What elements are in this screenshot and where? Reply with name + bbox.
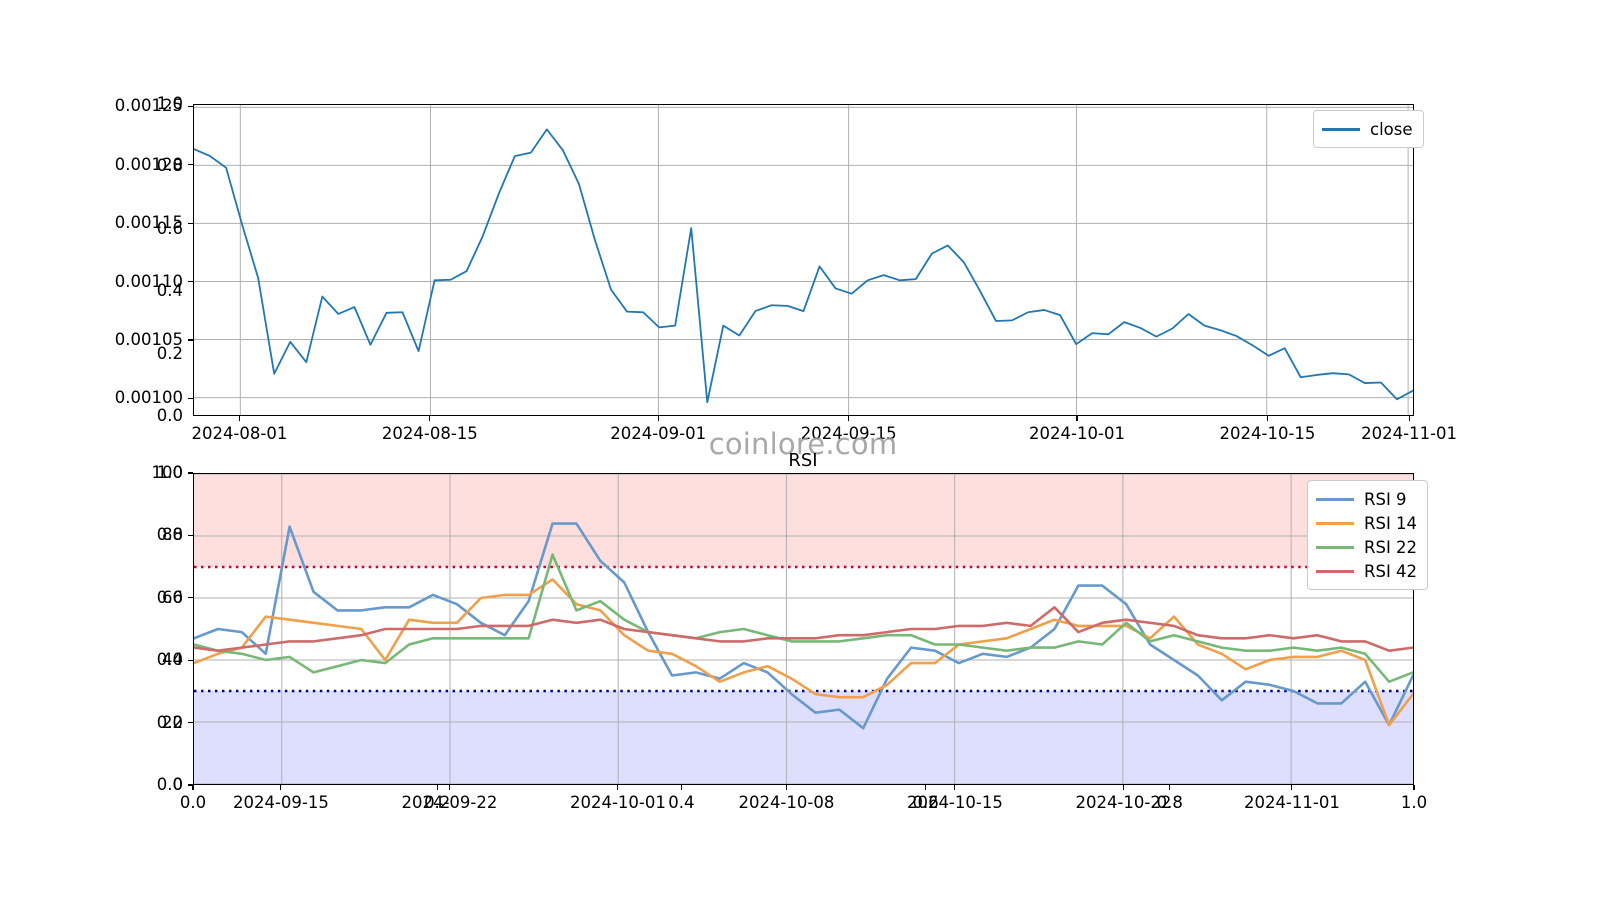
rsi-x-tick-norm-label: 1.0 bbox=[1400, 793, 1428, 812]
rsi-y-tick-norm-label: 0.8 bbox=[156, 525, 183, 545]
price-x-tick-label: 2024-11-01 bbox=[1361, 424, 1458, 443]
price-x-tick-mark bbox=[1266, 416, 1269, 421]
rsi-y-tick-label: 80 bbox=[162, 525, 183, 545]
legend-item-label: RSI 9 bbox=[1364, 489, 1407, 509]
legend-line-icon bbox=[1316, 521, 1354, 525]
rsi-x-tick-norm-mark bbox=[925, 785, 927, 790]
legend-item-rsi-9[interactable]: RSI 9 bbox=[1316, 487, 1417, 511]
legend-item-label: RSI 42 bbox=[1364, 561, 1418, 581]
price-x-tick-mark bbox=[238, 416, 240, 421]
price-x-tick-mark bbox=[1076, 416, 1078, 421]
legend-item-label: close bbox=[1370, 119, 1413, 139]
price-x-tick-mark bbox=[657, 416, 659, 421]
rsi-y-tick-label: 20 bbox=[162, 712, 183, 732]
rsi-x-tick-label: 2024-10-08 bbox=[738, 793, 835, 812]
rsi-x-tick-mark bbox=[448, 785, 450, 790]
rsi-y-tick-norm-label: 0.6 bbox=[156, 587, 183, 607]
rsi-x-tick-norm-mark bbox=[192, 785, 194, 790]
rsi-y-tick-mark bbox=[188, 659, 193, 661]
rsi-y-tick-norm-label: 0.4 bbox=[156, 649, 183, 669]
price-y-tick-mark bbox=[188, 339, 193, 341]
rsi-y-tick-mark bbox=[188, 534, 193, 536]
rsi-x-tick-norm-label: 0.6 bbox=[912, 793, 939, 812]
legend-line-icon bbox=[1316, 545, 1354, 549]
rsi-x-tick-norm-mark bbox=[680, 785, 682, 790]
price-x-tick-label: 2024-09-15 bbox=[800, 424, 897, 443]
rsi-y-tick-mark bbox=[188, 472, 193, 474]
rsi-x-tick-norm-label: 0.2 bbox=[424, 793, 451, 812]
price-y-tick-norm-label: 0.2 bbox=[156, 343, 183, 363]
rsi-x-tick-label: 2024-09-22 bbox=[401, 793, 498, 812]
rsi-x-tick-mark bbox=[785, 785, 787, 790]
rsi-y-tick-label: 0 bbox=[172, 774, 184, 794]
rsi-x-tick-mark bbox=[954, 785, 956, 790]
legend-item-rsi-22[interactable]: RSI 22 bbox=[1316, 535, 1417, 559]
rsi-x-tick-norm-label: 0.4 bbox=[668, 793, 695, 812]
price-x-tick-mark bbox=[429, 416, 431, 421]
price-y-tick-norm-label: 1.0 bbox=[156, 93, 183, 113]
price-x-tick-label: 2024-09-01 bbox=[610, 424, 707, 443]
rsi-x-tick-label: 2024-11-01 bbox=[1243, 793, 1340, 812]
price-y-tick-norm-label: 0.8 bbox=[156, 156, 183, 176]
rsi-y-tick-norm-label: 1.0 bbox=[156, 462, 183, 482]
legend-item-label: RSI 14 bbox=[1364, 513, 1418, 533]
price-chart-svg bbox=[194, 105, 1413, 415]
rsi-x-tick-mark bbox=[280, 785, 282, 790]
rsi-y-tick-mark bbox=[188, 597, 193, 599]
rsi-x-tick-mark bbox=[1291, 785, 1293, 790]
price-y-tick-mark bbox=[188, 222, 193, 224]
rsi-x-tick-label: 2024-10-22 bbox=[1075, 793, 1172, 812]
rsi-x-tick-norm-label: 0.0 bbox=[179, 793, 207, 812]
rsi-x-tick-label: 2024-10-01 bbox=[569, 793, 666, 812]
price-y-tick-norm-label: 0.0 bbox=[156, 405, 183, 425]
rsi-chart-title: RSI bbox=[788, 450, 818, 471]
rsi-x-tick-label: 2024-09-15 bbox=[232, 793, 329, 812]
price-y-tick-mark bbox=[188, 105, 193, 107]
rsi-x-tick-norm-mark bbox=[1169, 785, 1171, 790]
rsi-y-tick-mark bbox=[188, 722, 193, 724]
price-x-tick-label: 2024-08-15 bbox=[381, 424, 478, 443]
rsi-y-tick-mark bbox=[188, 784, 193, 786]
price-y-tick-label: 0.00115 bbox=[114, 212, 183, 232]
legend-line-icon bbox=[1316, 569, 1354, 573]
price-x-tick-label: 2024-10-01 bbox=[1029, 424, 1125, 443]
price-y-tick-norm-label: 0.6 bbox=[156, 218, 183, 238]
price-x-tick-mark bbox=[848, 416, 850, 421]
price-y-tick-label: 0.00105 bbox=[114, 329, 183, 349]
legend-line-icon bbox=[1316, 497, 1354, 501]
rsi-x-tick-norm-mark bbox=[436, 785, 438, 790]
rsi-y-tick-norm-label: 0.0 bbox=[156, 774, 183, 794]
price-x-tick-mark bbox=[1408, 416, 1410, 421]
legend-item-label: RSI 22 bbox=[1364, 537, 1418, 557]
price-y-tick-norm-label: 0.4 bbox=[156, 280, 183, 300]
rsi-y-tick-norm-label: 0.2 bbox=[156, 712, 183, 732]
price-y-tick-mark bbox=[188, 164, 193, 166]
price-y-tick-label: 0.00110 bbox=[114, 271, 183, 291]
rsi-x-tick-norm-label: 0.8 bbox=[1156, 793, 1183, 812]
price-y-tick-mark bbox=[188, 397, 193, 400]
price-y-tick-label: 0.00120 bbox=[114, 154, 183, 174]
rsi-x-tick-mark bbox=[617, 785, 619, 790]
price-y-tick-mark bbox=[188, 281, 193, 283]
rsi-x-tick-mark bbox=[1122, 785, 1124, 790]
rsi-x-tick-label: 2024-10-15 bbox=[906, 793, 1003, 812]
legend-item-rsi-42[interactable]: RSI 42 bbox=[1316, 559, 1417, 583]
rsi-chart-svg bbox=[194, 474, 1413, 784]
legend-line-icon bbox=[1322, 127, 1360, 131]
price-y-tick-label: 0.00100 bbox=[114, 388, 183, 408]
rsi-y-tick-label: 40 bbox=[162, 649, 183, 669]
rsi-chart-legend[interactable]: RSI 9 RSI 14 RSI 22 RSI 42 bbox=[1307, 480, 1429, 590]
price-chart-plot-area bbox=[193, 104, 1414, 416]
rsi-y-tick-label: 100 bbox=[151, 462, 184, 482]
price-x-tick-label: 2024-08-01 bbox=[191, 424, 288, 443]
rsi-chart-plot-area bbox=[193, 473, 1414, 785]
price-chart-legend[interactable]: close bbox=[1313, 110, 1424, 148]
price-x-tick-label: 2024-10-15 bbox=[1219, 424, 1316, 443]
legend-item-rsi-14[interactable]: RSI 14 bbox=[1316, 511, 1417, 535]
price-y-tick-label: 0.00125 bbox=[114, 96, 183, 116]
rsi-y-tick-label: 60 bbox=[162, 587, 183, 607]
rsi-x-tick-norm-mark bbox=[1413, 785, 1415, 790]
legend-item-close[interactable]: close bbox=[1322, 117, 1413, 141]
